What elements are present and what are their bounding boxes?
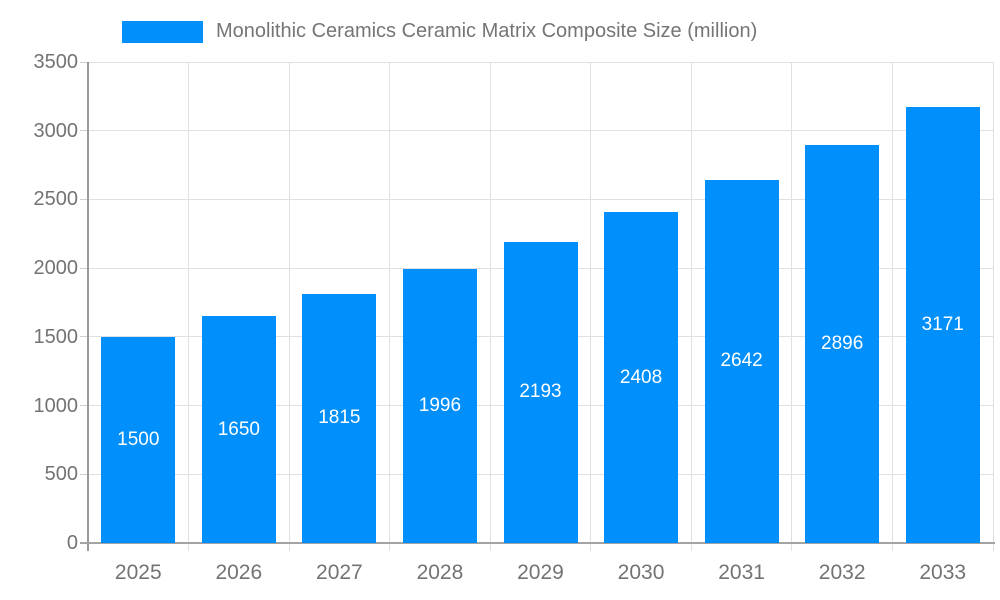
legend-label: Monolithic Ceramics Ceramic Matrix Compo…: [216, 20, 758, 42]
legend-item[interactable]: Monolithic Ceramics Ceramic Matrix Compo…: [122, 20, 757, 43]
x-axis-label-2028: 2028: [416, 561, 464, 584]
y-axis-tick: [80, 267, 88, 269]
bar-value-label: 2408: [619, 366, 663, 388]
gridline-vertical: [188, 62, 190, 551]
x-axis-label-2026: 2026: [215, 561, 263, 584]
bar-2026[interactable]: 1650: [201, 316, 276, 543]
bar-2033[interactable]: 3171: [905, 107, 980, 543]
gridline-horizontal: [88, 130, 993, 132]
bar-2031[interactable]: 2642: [704, 179, 779, 543]
y-axis-tick: [80, 130, 88, 132]
bar-2027[interactable]: 1815: [302, 293, 377, 543]
x-axis-label-2033: 2033: [919, 561, 967, 584]
bar-value-label: 1500: [117, 428, 160, 450]
bar-2025[interactable]: 1500: [101, 336, 176, 543]
gridline-vertical: [791, 62, 793, 551]
x-axis-label-2029: 2029: [517, 561, 564, 584]
y-axis-label: 3000: [33, 119, 79, 142]
bar-2030[interactable]: 2408: [604, 212, 679, 543]
x-axis-label-2027: 2027: [316, 561, 363, 584]
y-axis-label: 1000: [33, 394, 79, 417]
gridline-vertical: [992, 62, 994, 551]
y-axis-line: [87, 62, 89, 551]
y-axis-tick: [80, 61, 88, 63]
bar-2032[interactable]: 2896: [805, 145, 880, 543]
gridline-horizontal: [88, 61, 993, 63]
bar-2029[interactable]: 2193: [503, 241, 578, 543]
x-axis-label-2031: 2031: [718, 561, 765, 584]
x-axis-label-2030: 2030: [617, 561, 665, 584]
y-axis-tick: [80, 198, 88, 200]
y-axis-label: 500: [44, 463, 78, 486]
gridline-vertical: [590, 62, 592, 551]
gridline-vertical: [489, 62, 491, 551]
y-axis-label: 2000: [33, 257, 79, 280]
y-axis-tick: [80, 405, 88, 407]
bar-value-label: 1815: [318, 407, 361, 429]
gridline-vertical: [891, 62, 893, 551]
bar-2028[interactable]: 1996: [402, 268, 477, 543]
y-axis-label: 2500: [33, 188, 79, 211]
bar-value-label: 3171: [921, 314, 964, 336]
gridline-horizontal: [88, 198, 993, 200]
y-axis-tick: [80, 473, 88, 475]
bar-value-label: 2193: [519, 381, 562, 403]
y-axis-label: 0: [66, 532, 78, 554]
bar-value-label: 1650: [217, 418, 260, 440]
y-axis-tick: [80, 336, 88, 338]
legend-swatch-icon: [122, 20, 203, 43]
y-axis-label: 1500: [33, 325, 79, 348]
x-axis-line: [80, 542, 995, 544]
gridline-vertical: [389, 62, 391, 551]
x-axis-label-2025: 2025: [114, 561, 162, 584]
gridline-vertical: [690, 62, 692, 551]
x-axis-label-2032: 2032: [818, 561, 866, 584]
y-axis-label: 3500: [33, 51, 79, 73]
bar-value-label: 1996: [418, 394, 462, 416]
bar-value-label: 2896: [821, 332, 864, 354]
bar-value-label: 2642: [720, 350, 763, 372]
gridline-vertical: [288, 62, 290, 551]
